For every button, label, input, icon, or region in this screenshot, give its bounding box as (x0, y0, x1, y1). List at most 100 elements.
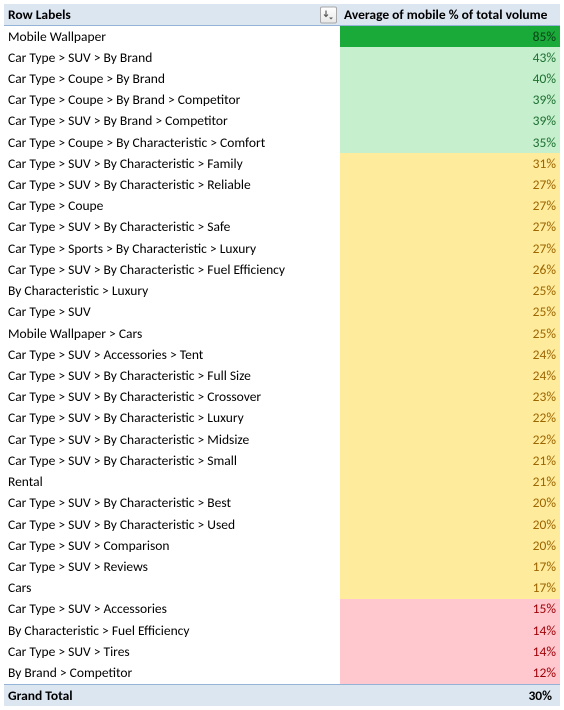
row-value: 27% (340, 175, 560, 196)
table-row: Car Type > SUV > Reviews17% (4, 556, 560, 577)
row-value: 17% (340, 578, 560, 599)
table-row: Car Type > SUV > By Characteristic > Saf… (4, 217, 560, 238)
row-label[interactable]: Car Type > Coupe > By Brand > Competitor (4, 90, 340, 111)
table-row: Car Type > Sports > By Characteristic > … (4, 238, 560, 259)
row-label[interactable]: Car Type > SUV > By Characteristic > Ful… (4, 366, 340, 387)
table-row: Car Type > SUV > Comparison20% (4, 535, 560, 556)
table-row: By Characteristic > Fuel Efficiency14% (4, 620, 560, 641)
table-row: Car Type > SUV > By Characteristic > Fam… (4, 153, 560, 174)
row-value: 23% (340, 387, 560, 408)
table-row: Car Type > SUV > By Characteristic > Sma… (4, 450, 560, 471)
table-row: Car Type > SUV > Accessories > Tent24% (4, 344, 560, 365)
row-value: 25% (340, 323, 560, 344)
table-row: Car Type > SUV > By Characteristic > Lux… (4, 408, 560, 429)
row-label[interactable]: Car Type > SUV > Accessories (4, 599, 340, 620)
table-row: Car Type > SUV > By Brand43% (4, 47, 560, 68)
row-label[interactable]: Car Type > SUV > Comparison (4, 535, 340, 556)
table-row: Car Type > Coupe27% (4, 196, 560, 217)
row-value: 14% (340, 641, 560, 662)
row-label[interactable]: Car Type > SUV > By Characteristic > Saf… (4, 217, 340, 238)
table-row: Mobile Wallpaper > Cars25% (4, 323, 560, 344)
row-value: 22% (340, 408, 560, 429)
row-label[interactable]: Car Type > Coupe > By Brand (4, 68, 340, 89)
row-value: 40% (340, 68, 560, 89)
header-row: Row Labels Average of mobile % of total … (4, 4, 560, 26)
row-label[interactable]: Mobile Wallpaper (4, 26, 340, 48)
table-row: Car Type > SUV > By Characteristic > Use… (4, 514, 560, 535)
row-value: 31% (340, 153, 560, 174)
table-row: Car Type > SUV > By Characteristic > Fue… (4, 259, 560, 280)
row-label[interactable]: Car Type > Coupe (4, 196, 340, 217)
row-value: 24% (340, 344, 560, 365)
footer-value: 30% (340, 684, 560, 706)
table-row: Car Type > SUV > By Characteristic > Ful… (4, 366, 560, 387)
header-value-col: Average of mobile % of total volume (340, 4, 560, 26)
row-value: 24% (340, 366, 560, 387)
row-label[interactable]: Car Type > SUV > By Characteristic > Cro… (4, 387, 340, 408)
footer-row: Grand Total 30% (4, 684, 560, 706)
row-label[interactable]: Rental (4, 472, 340, 493)
header-left-text: Row Labels (8, 6, 71, 23)
table-row: Car Type > Coupe > By Brand40% (4, 68, 560, 89)
row-label[interactable]: Car Type > SUV > Reviews (4, 556, 340, 577)
row-label[interactable]: Car Type > SUV > By Characteristic > Mid… (4, 429, 340, 450)
header-row-labels[interactable]: Row Labels (4, 4, 340, 26)
row-value: 21% (340, 450, 560, 471)
row-label[interactable]: Car Type > SUV > By Characteristic > Bes… (4, 493, 340, 514)
row-label[interactable]: Car Type > SUV > Tires (4, 641, 340, 662)
row-label[interactable]: By Characteristic > Fuel Efficiency (4, 620, 340, 641)
table-row: By Characteristic > Luxury25% (4, 281, 560, 302)
row-label[interactable]: Car Type > SUV > Accessories > Tent (4, 344, 340, 365)
row-label[interactable]: Mobile Wallpaper > Cars (4, 323, 340, 344)
footer-label: Grand Total (4, 684, 340, 706)
row-label[interactable]: Car Type > SUV (4, 302, 340, 323)
table-row: Car Type > SUV > By Characteristic > Bes… (4, 493, 560, 514)
row-label[interactable]: Car Type > SUV > By Brand > Competitor (4, 111, 340, 132)
row-label[interactable]: Cars (4, 578, 340, 599)
row-value: 14% (340, 620, 560, 641)
row-value: 21% (340, 472, 560, 493)
row-label[interactable]: Car Type > Coupe > By Characteristic > C… (4, 132, 340, 153)
row-value: 27% (340, 196, 560, 217)
table-row: Car Type > SUV25% (4, 302, 560, 323)
table-row: Car Type > SUV > By Characteristic > Cro… (4, 387, 560, 408)
row-label[interactable]: By Characteristic > Luxury (4, 281, 340, 302)
sort-dropdown-button[interactable] (320, 6, 337, 23)
row-label[interactable]: Car Type > SUV > By Characteristic > Use… (4, 514, 340, 535)
row-value: 12% (340, 663, 560, 685)
table-row: Car Type > SUV > Accessories15% (4, 599, 560, 620)
row-value: 27% (340, 217, 560, 238)
table-row: Car Type > SUV > Tires14% (4, 641, 560, 662)
row-value: 26% (340, 259, 560, 280)
row-label[interactable]: Car Type > SUV > By Characteristic > Rel… (4, 175, 340, 196)
row-value: 27% (340, 238, 560, 259)
table-row: Mobile Wallpaper85% (4, 26, 560, 48)
row-value: 25% (340, 302, 560, 323)
row-value: 20% (340, 493, 560, 514)
header-right-text: Average of mobile % of total volume (344, 6, 547, 23)
row-value: 15% (340, 599, 560, 620)
row-label[interactable]: Car Type > Sports > By Characteristic > … (4, 238, 340, 259)
row-value: 17% (340, 556, 560, 577)
row-value: 35% (340, 132, 560, 153)
row-value: 20% (340, 514, 560, 535)
row-label[interactable]: Car Type > SUV > By Brand (4, 47, 340, 68)
table-row: Rental21% (4, 472, 560, 493)
table-row: Cars17% (4, 578, 560, 599)
pivot-table: Row Labels Average of mobile % of total … (4, 4, 560, 706)
row-label[interactable]: Car Type > SUV > By Characteristic > Fue… (4, 259, 340, 280)
row-value: 22% (340, 429, 560, 450)
row-label[interactable]: Car Type > SUV > By Characteristic > Sma… (4, 450, 340, 471)
row-value: 85% (340, 26, 560, 48)
row-value: 39% (340, 90, 560, 111)
row-label[interactable]: Car Type > SUV > By Characteristic > Fam… (4, 153, 340, 174)
row-value: 43% (340, 47, 560, 68)
table-row: By Brand > Competitor12% (4, 663, 560, 685)
table-row: Car Type > SUV > By Characteristic > Rel… (4, 175, 560, 196)
row-label[interactable]: By Brand > Competitor (4, 663, 340, 685)
row-value: 20% (340, 535, 560, 556)
row-label[interactable]: Car Type > SUV > By Characteristic > Lux… (4, 408, 340, 429)
row-value: 25% (340, 281, 560, 302)
table-row: Car Type > SUV > By Characteristic > Mid… (4, 429, 560, 450)
table-row: Car Type > SUV > By Brand > Competitor39… (4, 111, 560, 132)
